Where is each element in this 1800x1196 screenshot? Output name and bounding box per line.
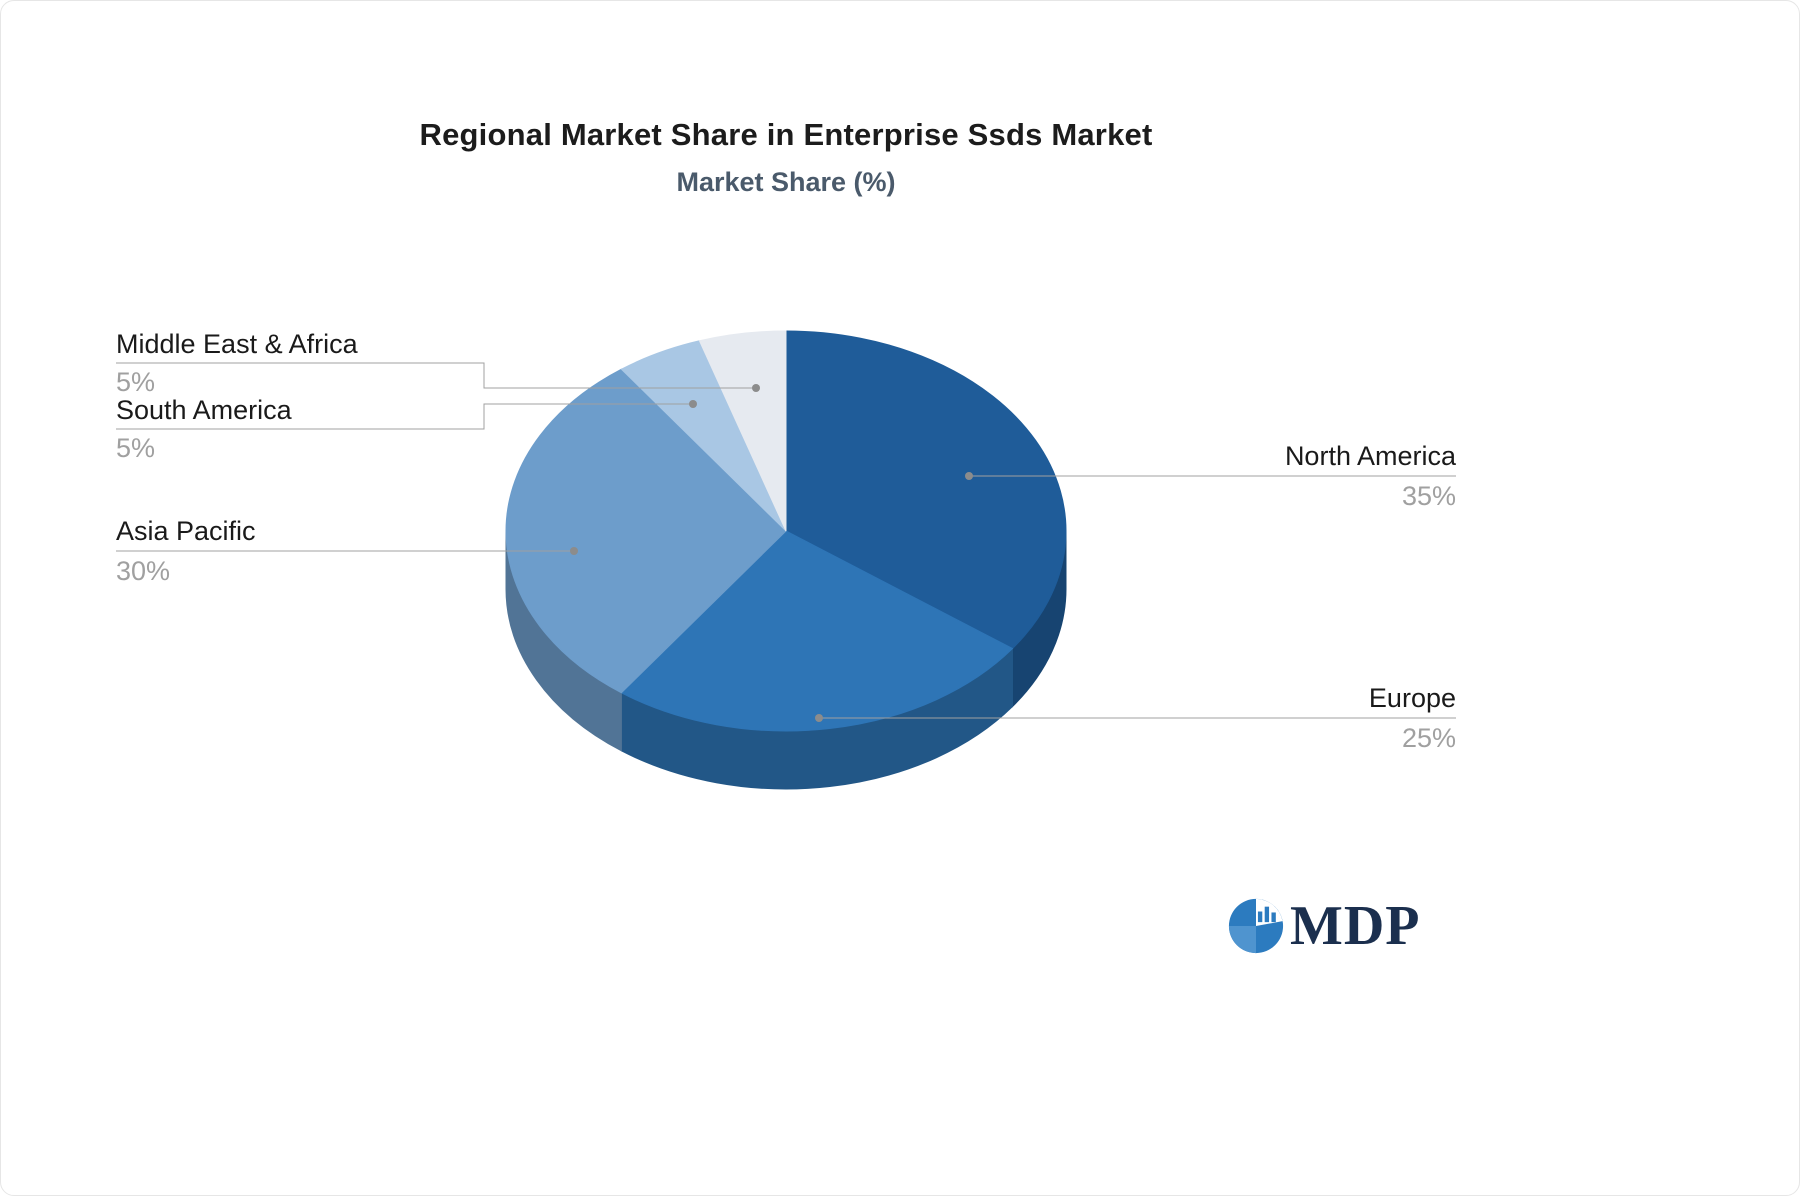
slice-label-middle-east-africa: Middle East & Africa bbox=[116, 329, 359, 359]
leader-line-middle-east-africa bbox=[116, 362, 756, 389]
slice-value-north-america: 35% bbox=[1402, 481, 1456, 511]
pie-slice-middle-east-africa bbox=[698, 330, 787, 532]
pie-slice-europe bbox=[620, 530, 1014, 732]
pie-slice-north-america bbox=[785, 330, 1067, 650]
pie-slice-asia-pacific bbox=[505, 368, 787, 694]
leader-dot-asia-pacific bbox=[570, 547, 578, 555]
chart-subtitle: Market Share (%) bbox=[676, 167, 896, 197]
leader-line-south-america bbox=[116, 403, 693, 430]
slice-value-south-america: 5% bbox=[116, 433, 155, 463]
leader-dot-middle-east-africa bbox=[752, 384, 760, 392]
slice-label-asia-pacific: Asia Pacific bbox=[116, 516, 256, 546]
brand-logo: MDP bbox=[1227, 897, 1421, 955]
leader-dot-south-america bbox=[689, 400, 697, 408]
leader-dot-north-america bbox=[965, 472, 973, 480]
slice-label-europe: Europe bbox=[1369, 683, 1456, 713]
pie-bar-chart-icon bbox=[1228, 898, 1284, 954]
brand-logo-text: MDP bbox=[1290, 895, 1421, 957]
slice-label-north-america: North America bbox=[1285, 441, 1457, 471]
slice-value-europe: 25% bbox=[1402, 723, 1456, 753]
chart-title: Regional Market Share in Enterprise Ssds… bbox=[419, 117, 1153, 152]
slice-label-south-america: South America bbox=[116, 395, 293, 425]
slice-value-middle-east-africa: 5% bbox=[116, 367, 155, 397]
leader-dot-europe bbox=[815, 714, 823, 722]
slice-value-asia-pacific: 30% bbox=[116, 556, 170, 586]
